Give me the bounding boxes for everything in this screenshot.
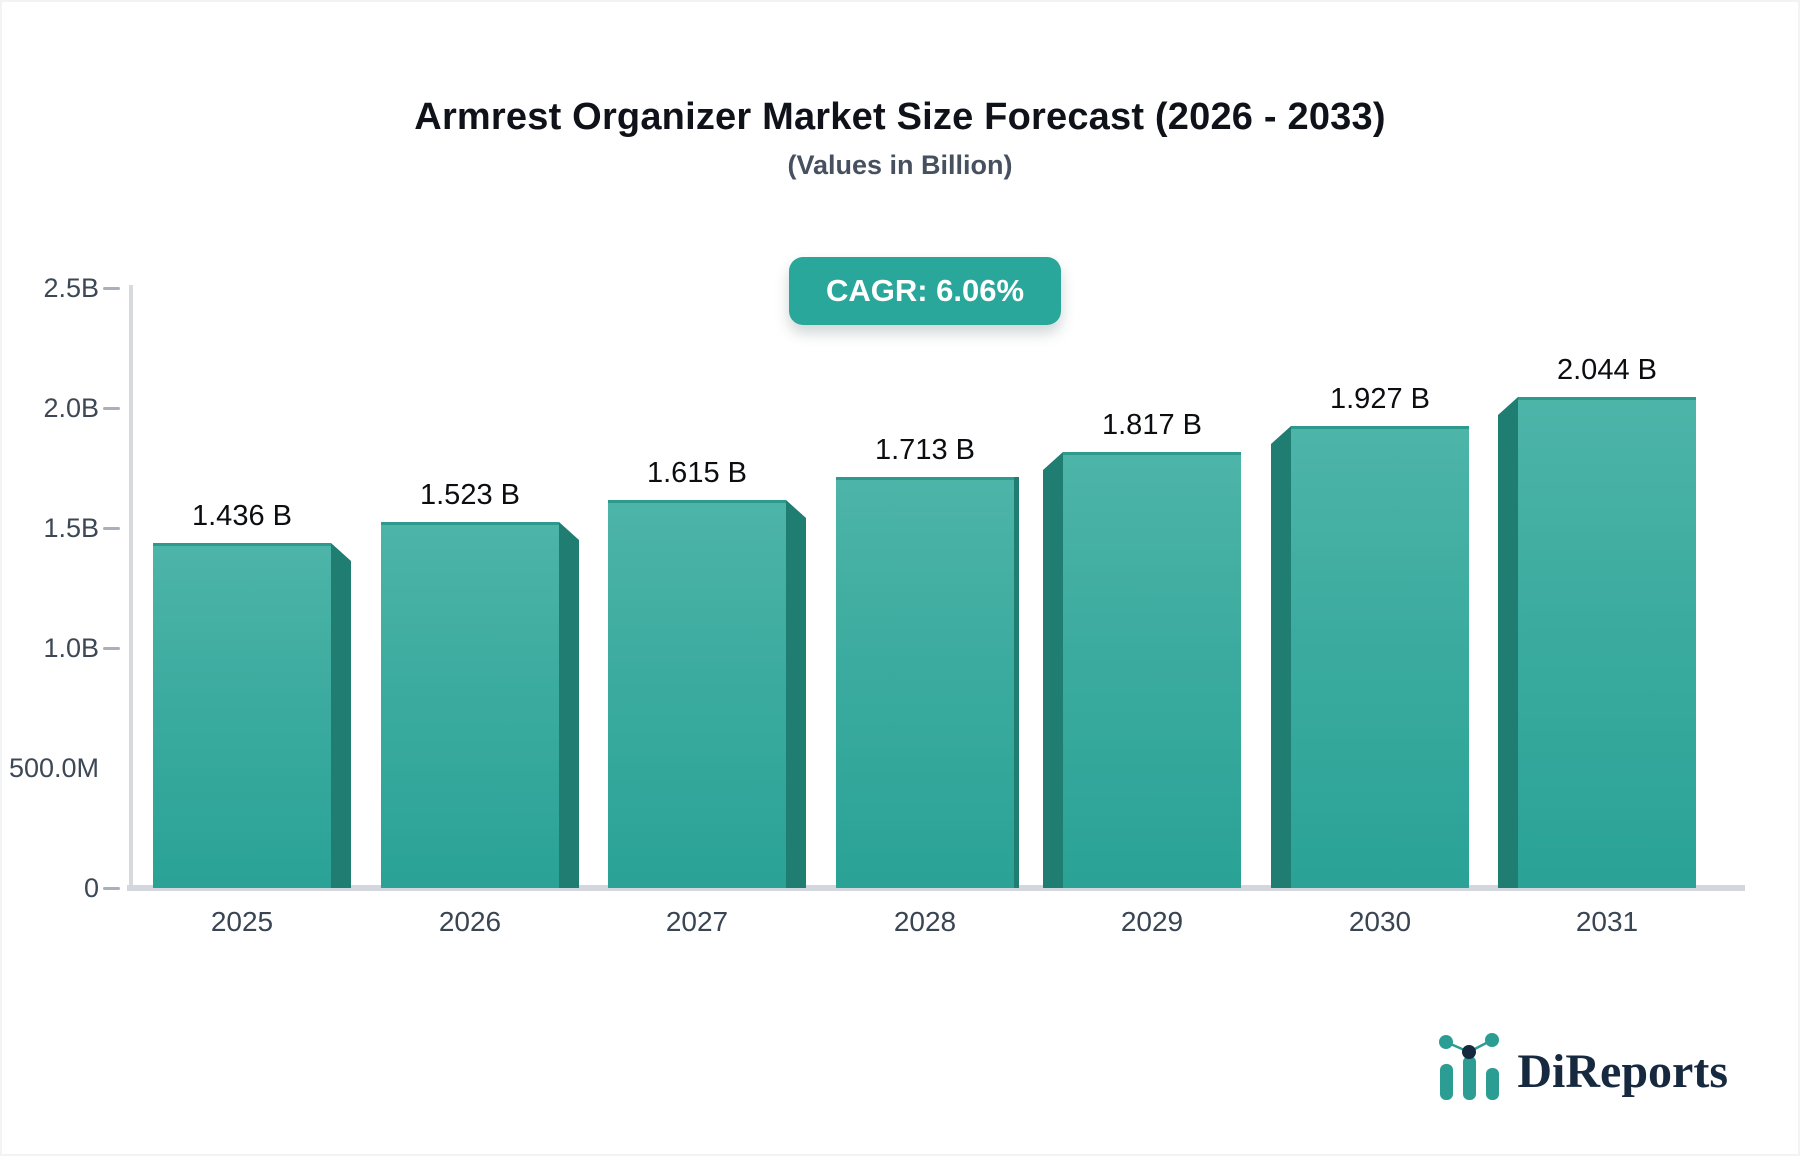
mini-bar-chart-icon	[1439, 1033, 1500, 1100]
bar-face	[381, 522, 559, 888]
y-tick-label: 500.0M	[8, 753, 99, 783]
y-tick-label: 0	[83, 873, 99, 903]
bar-2027: 1.615 B	[608, 457, 806, 888]
chart-title: Armrest Organizer Market Size Forecast (…	[414, 96, 1386, 138]
y-tick-dash	[103, 647, 120, 650]
bar-side-panel	[1014, 477, 1019, 888]
bar-face	[153, 543, 331, 888]
bar-value-label: 1.817 B	[1102, 409, 1202, 441]
bar-face	[836, 477, 1014, 888]
bar-face	[1063, 452, 1241, 888]
cagr-badge: CAGR: 6.06%	[789, 257, 1061, 325]
y-tick-label: 1.0B	[43, 633, 99, 663]
y-tick-label: 2.5B	[43, 273, 99, 303]
x-axis-label-2025: 2025	[210, 906, 274, 937]
bar-value-label: 2.044 B	[1557, 354, 1657, 386]
bar-side-panel	[559, 522, 579, 888]
bar-value-label: 1.713 B	[875, 434, 975, 466]
x-axis-label-2027: 2027	[665, 906, 729, 937]
bar-value-label: 1.436 B	[192, 500, 292, 532]
chart-subtitle: (Values in Billion)	[787, 150, 1013, 180]
y-tick-label: 2.0B	[43, 393, 99, 423]
y-axis-line	[129, 285, 133, 890]
y-tick-dash	[103, 887, 120, 890]
y-tick-dash	[103, 407, 120, 410]
x-axis-baseline	[127, 885, 1745, 891]
x-axis-label-2029: 2029	[1120, 906, 1184, 937]
x-axis-label-2030: 2030	[1348, 906, 1412, 937]
brand-logo: DiReports	[1433, 1028, 1728, 1108]
bar-2030: 1.927 B	[1271, 383, 1469, 888]
bar-face	[1291, 426, 1469, 888]
bar-side-panel	[1043, 452, 1063, 888]
bar-face	[1518, 397, 1696, 888]
x-axis-label-2028: 2028	[893, 906, 957, 937]
bar-side-panel	[1498, 397, 1518, 888]
bar-face	[608, 500, 786, 888]
bar-2031: 2.044 B	[1498, 354, 1696, 888]
x-axis-label-2026: 2026	[438, 906, 502, 937]
brand-name: DiReports	[1517, 1045, 1728, 1098]
bar-side-panel	[1271, 426, 1291, 888]
bar-value-label: 1.615 B	[647, 457, 747, 489]
y-tick-label: 1.5B	[43, 513, 99, 543]
bar-2029: 1.817 B	[1043, 409, 1241, 888]
bar-side-panel	[786, 500, 806, 888]
y-tick-dash	[103, 287, 120, 290]
y-tick-dash	[103, 527, 120, 530]
bar-side-panel	[331, 543, 351, 888]
bar-value-label: 1.523 B	[420, 479, 520, 511]
bar-2025: 1.436 B	[153, 500, 351, 888]
bar-2028: 1.713 B	[836, 434, 1019, 888]
x-axis-label-2031: 2031	[1575, 906, 1639, 937]
bar-2026: 1.523 B	[381, 479, 579, 888]
bar-value-label: 1.927 B	[1330, 383, 1430, 415]
